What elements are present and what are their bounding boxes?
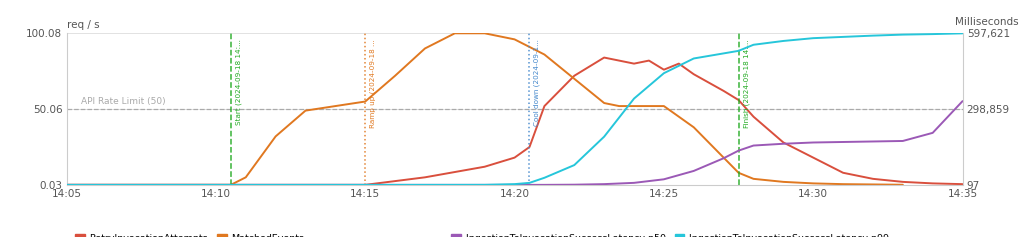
Legend: IngestionToInvocationSuccessLatency p50, IngestionToInvocationSuccessLatency p99: IngestionToInvocationSuccessLatency p50,… bbox=[447, 230, 893, 237]
Text: Finish (2024-09-18 14:...: Finish (2024-09-18 14:... bbox=[743, 39, 750, 128]
Text: req / s: req / s bbox=[67, 20, 99, 30]
Text: Ramp up (2024-09-18 ...: Ramp up (2024-09-18 ... bbox=[370, 39, 376, 128]
Text: API Rate Limit (50): API Rate Limit (50) bbox=[82, 97, 166, 106]
Text: Cool down (2024-09-1...: Cool down (2024-09-1... bbox=[534, 39, 541, 126]
Text: Start (2024-09-18 14:...: Start (2024-09-18 14:... bbox=[236, 39, 242, 125]
Text: Milliseconds: Milliseconds bbox=[955, 17, 1019, 27]
